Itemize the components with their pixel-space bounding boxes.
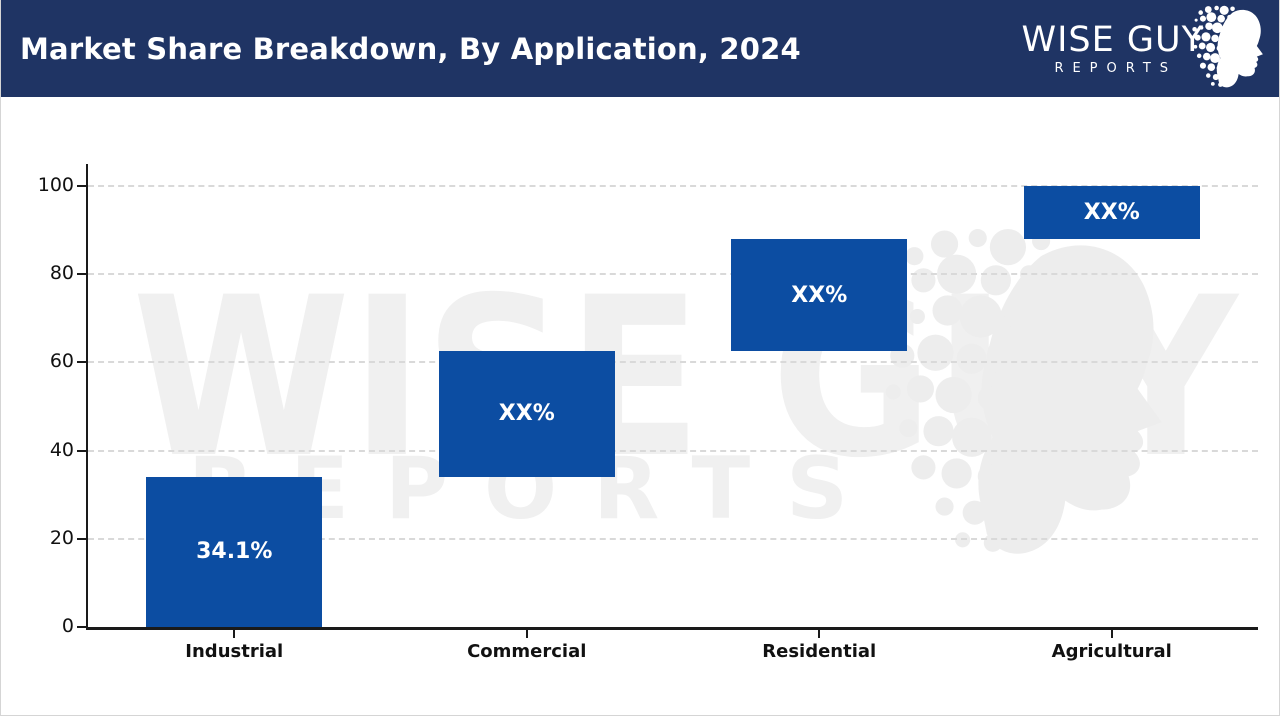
- page-title: Market Share Breakdown, By Application, …: [20, 31, 801, 66]
- bar-value-label: XX%: [1083, 200, 1140, 226]
- x-axis-category-label: Agricultural: [1051, 641, 1172, 662]
- y-axis-tick-label: 40: [49, 438, 74, 461]
- y-axis-tick: [77, 361, 86, 364]
- x-axis-spine: [86, 627, 1258, 630]
- bar-segment-industrial: 34.1%: [146, 476, 323, 627]
- gridline: [88, 273, 1258, 276]
- brand-subtitle: REPORTS: [1054, 60, 1178, 76]
- bar-value-label: XX%: [791, 282, 848, 308]
- brand-logo: WISE GUY REPORTS: [1021, 5, 1266, 93]
- brand-logo-text: WISE GUY REPORTS: [1021, 19, 1204, 76]
- x-axis-tick: [525, 630, 528, 638]
- x-axis-category-label: Industrial: [185, 641, 284, 662]
- y-axis-tick-label: 100: [37, 174, 74, 197]
- gridline: [88, 185, 1258, 188]
- watermark-head-icon: [872, 226, 1174, 576]
- x-axis-category-label: Commercial: [467, 641, 587, 662]
- bar-value-label: XX%: [498, 401, 555, 427]
- y-axis-tick: [77, 626, 86, 628]
- bar-segment-commercial: XX%: [438, 350, 615, 477]
- x-axis-category-label: Residential: [762, 641, 877, 662]
- x-axis-tick: [818, 630, 821, 638]
- y-axis-tick: [77, 185, 86, 188]
- bar-segment-residential: XX%: [731, 239, 908, 351]
- dotted-head-logo-icon: [1190, 5, 1266, 93]
- y-axis-spine: [86, 164, 88, 630]
- header-bar: Market Share Breakdown, By Application, …: [0, 0, 1280, 97]
- gridline: [88, 537, 1258, 540]
- y-axis-tick: [77, 449, 86, 452]
- y-axis-tick-label: 0: [61, 615, 74, 637]
- brand-name: WISE GUY: [1021, 19, 1204, 60]
- gridline: [88, 361, 1258, 364]
- bar-value-label: 34.1%: [196, 539, 273, 565]
- y-axis-tick: [77, 537, 86, 540]
- y-axis-tick: [77, 273, 86, 276]
- y-axis-tick-label: 60: [49, 350, 74, 373]
- x-axis-tick: [233, 630, 236, 638]
- gridline: [88, 449, 1258, 452]
- x-axis-tick: [1110, 630, 1113, 638]
- y-axis-tick-label: 80: [49, 262, 74, 285]
- y-axis-tick-label: 20: [49, 526, 74, 549]
- bar-segment-agricultural: XX%: [1023, 186, 1200, 240]
